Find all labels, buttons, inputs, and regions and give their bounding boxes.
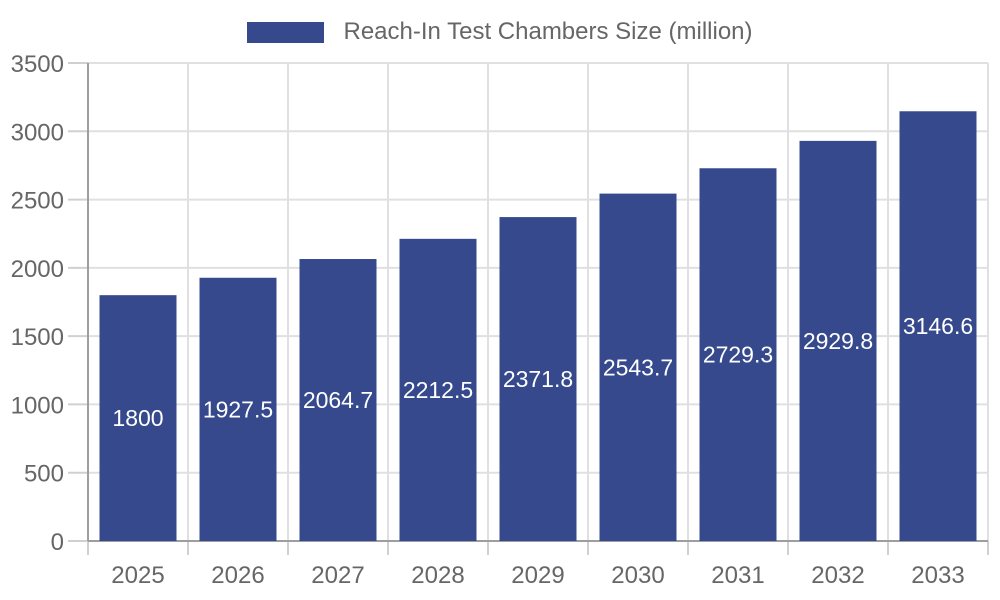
bar-value-label: 2729.3 [703, 342, 773, 368]
x-axis-tick-label: 2027 [311, 562, 364, 589]
bar-value-label: 2212.5 [403, 377, 473, 403]
legend[interactable]: Reach-In Test Chambers Size (million) [0, 18, 1000, 46]
bar-2032 [799, 140, 877, 541]
bar-2028 [399, 238, 477, 542]
x-axis-tick-label: 2030 [611, 562, 664, 589]
legend-swatch [247, 21, 325, 43]
bar-2029 [499, 217, 577, 541]
bar-2030 [599, 193, 677, 541]
bar-value-label: 1927.5 [203, 396, 273, 422]
y-axis-tick-label: 1000 [11, 392, 64, 419]
y-axis-tick-label: 2500 [11, 188, 64, 215]
bar-2033 [899, 111, 977, 541]
y-axis-tick-label: 0 [51, 529, 64, 556]
x-axis-tick-label: 2028 [411, 562, 464, 589]
bar-2025 [99, 295, 177, 541]
bar-value-label: 2929.8 [803, 328, 873, 354]
x-axis-tick-label: 2025 [111, 562, 164, 589]
legend-label: Reach-In Test Chambers Size (million) [343, 18, 753, 45]
y-axis-tick-label: 1500 [11, 324, 64, 351]
bar-2026 [199, 277, 277, 541]
y-axis-tick-label: 500 [24, 461, 64, 488]
bar-value-label: 2371.8 [503, 366, 573, 392]
bar-value-label: 2543.7 [603, 354, 673, 380]
y-axis-tick-label: 3500 [11, 51, 64, 78]
y-axis-tick-label: 2000 [11, 256, 64, 283]
x-axis-tick-label: 2033 [911, 562, 964, 589]
x-axis-tick-label: 2031 [711, 562, 764, 589]
bar-2031 [699, 168, 777, 541]
bar-2027 [299, 259, 377, 541]
x-axis-tick-label: 2032 [811, 562, 864, 589]
x-axis-tick-label: 2026 [211, 562, 264, 589]
y-axis-tick-label: 3000 [11, 119, 64, 146]
bar-value-label: 2064.7 [303, 387, 373, 413]
bar-value-label: 3146.6 [903, 313, 973, 339]
x-axis-tick-label: 2029 [511, 562, 564, 589]
bar-value-label: 1800 [112, 405, 163, 431]
